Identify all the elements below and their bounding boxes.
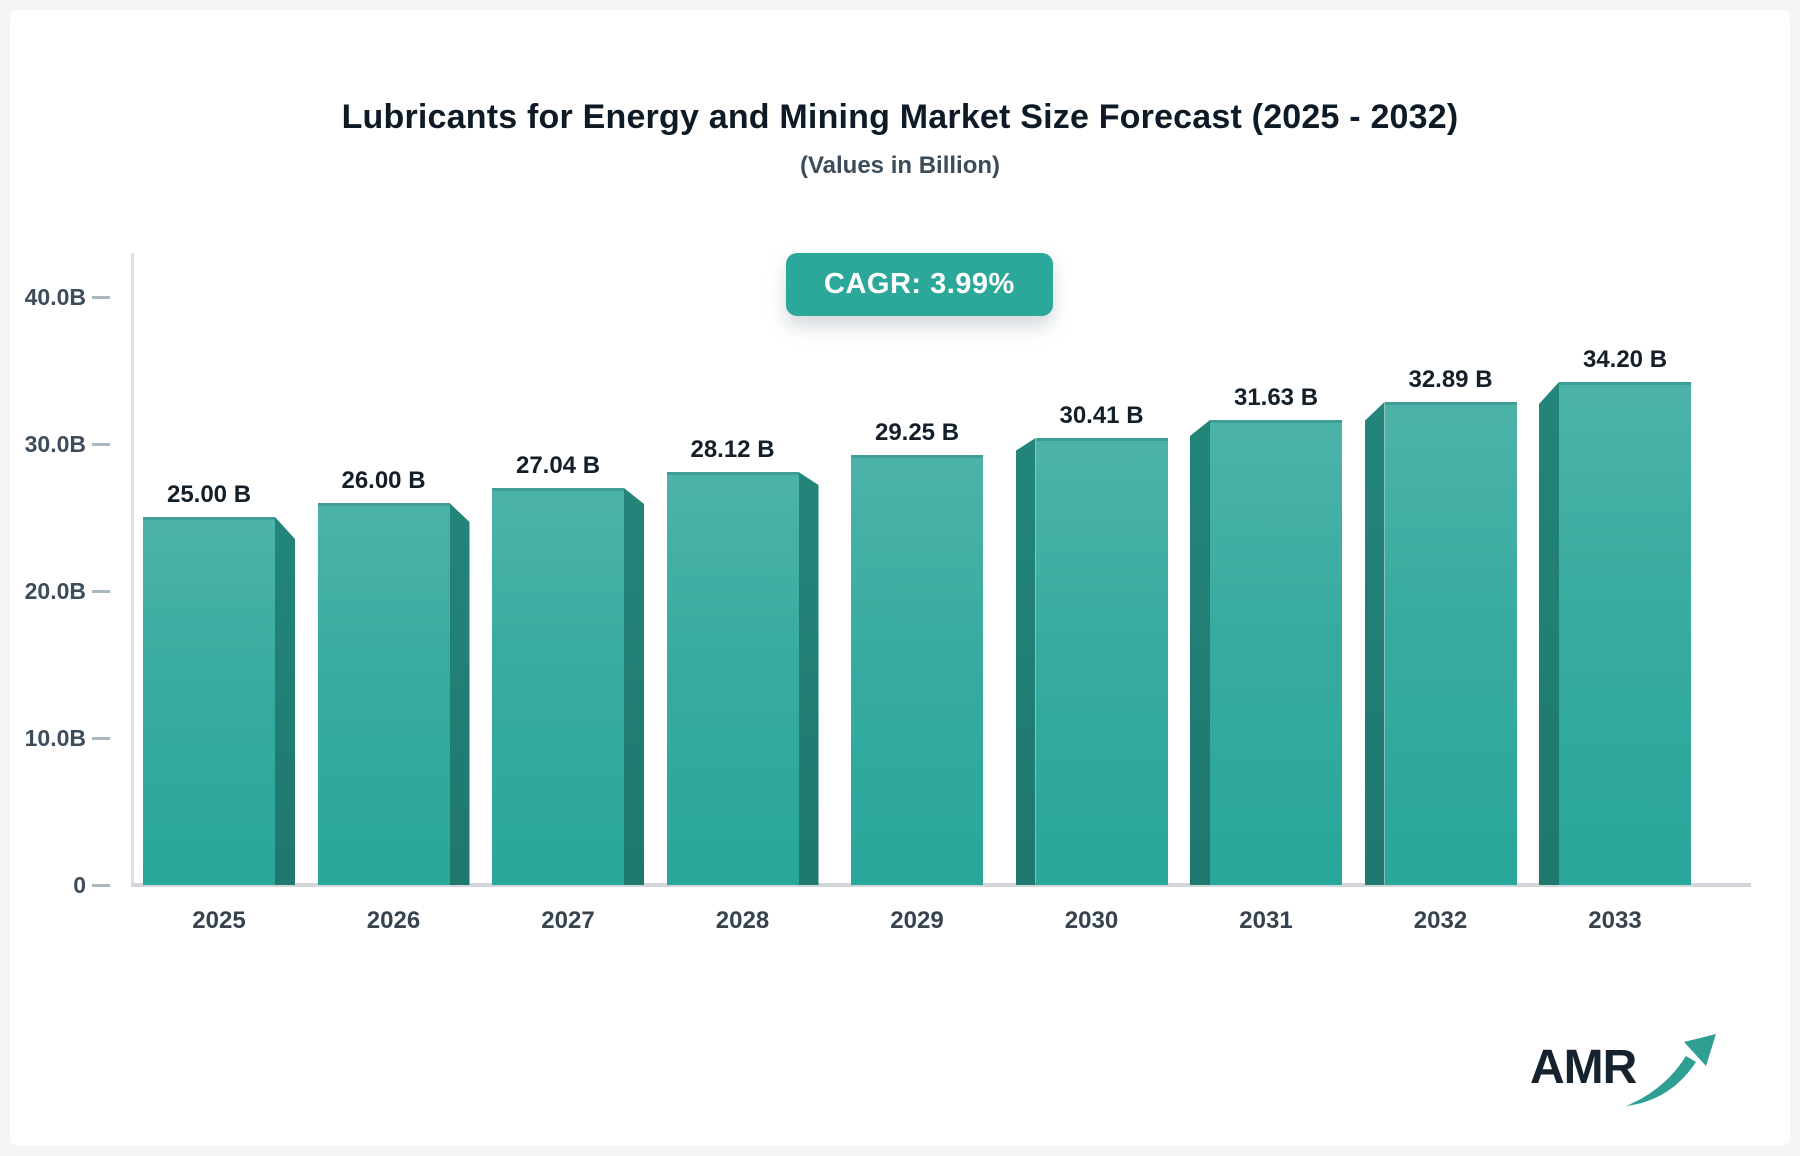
bar-2029	[851, 455, 983, 885]
bar-value-label: 32.89 B	[1408, 366, 1493, 393]
y-axis-tick-30: 30.0B	[10, 430, 114, 458]
y-axis-tick-label: 20.0B	[24, 578, 86, 604]
chart-card: Lubricants for Energy and Mining Market …	[10, 10, 1790, 1146]
bar-2027	[492, 488, 624, 885]
y-axis-tick-mark	[92, 296, 110, 299]
bar-value-label: 29.25 B	[874, 419, 960, 446]
y-axis-tick-label: 30.0B	[24, 431, 86, 457]
bar-side-face	[1364, 402, 1385, 885]
x-axis-label-2031: 2031	[1239, 907, 1293, 934]
chart-title: Lubricants for Energy and Mining Market …	[341, 98, 1459, 136]
bar-2025	[143, 517, 275, 885]
y-axis-tick-mark	[92, 737, 110, 740]
cagr-badge: CAGR: 3.99%	[786, 253, 1053, 316]
bar-value-label: 30.41 B	[1059, 402, 1144, 429]
x-axis-label-2030: 2030	[1064, 907, 1119, 934]
y-axis-tick-20: 20.0B	[10, 577, 114, 605]
y-axis-tick-mark	[92, 884, 110, 887]
chart-subtitle: (Values in Billion)	[799, 152, 1001, 179]
bar-side-face	[1015, 438, 1036, 885]
x-axis-label-2033: 2033	[1588, 907, 1642, 934]
bar-value-label: 27.04 B	[515, 452, 601, 479]
x-axis-label-2032: 2032	[1413, 907, 1468, 934]
bar-side-face	[1190, 420, 1210, 885]
y-axis-tick-label: 40.0B	[24, 284, 86, 310]
bar-value-label: 26.00 B	[341, 467, 426, 494]
x-axis-label-2029: 2029	[890, 907, 944, 934]
bar-2032	[1384, 402, 1517, 885]
bar-2033	[1559, 382, 1691, 885]
y-axis-tick-mark	[92, 590, 110, 593]
x-axis-label-2028: 2028	[715, 907, 770, 934]
bar-2026	[317, 503, 450, 885]
amr-logo: AMR	[1530, 1032, 1730, 1122]
x-axis-label-2026: 2026	[366, 907, 421, 934]
bar-value-label: 31.63 B	[1233, 384, 1319, 411]
bar-value-label: 28.12 B	[690, 436, 775, 463]
bar-2028	[666, 472, 799, 885]
x-axis-line	[131, 883, 1751, 887]
y-axis-tick-label: 0	[73, 872, 86, 898]
bar-value-label: 34.20 B	[1582, 346, 1668, 373]
y-axis-tick-mark	[92, 443, 110, 446]
y-axis-line	[131, 253, 134, 885]
x-axis-label-2025: 2025	[192, 907, 246, 934]
bar-side-face	[798, 472, 819, 885]
x-axis-label-2027: 2027	[541, 907, 595, 934]
bar-value-label: 25.00 B	[166, 481, 252, 508]
bar-side-face	[1539, 382, 1559, 885]
bar-side-face	[449, 503, 470, 885]
bar-side-face	[624, 488, 644, 885]
y-axis-tick-40: 40.0B	[10, 283, 114, 311]
bar-2031	[1210, 420, 1342, 885]
bar-2030	[1035, 438, 1168, 885]
amr-logo-text: AMR	[1530, 1041, 1637, 1094]
y-axis-tick-label: 10.0B	[24, 725, 86, 751]
bar-side-face	[275, 517, 295, 885]
y-axis-tick-10: 10.0B	[10, 724, 114, 752]
growth-arrow-icon	[1626, 1034, 1716, 1106]
y-axis-tick-0: 0	[10, 871, 114, 899]
